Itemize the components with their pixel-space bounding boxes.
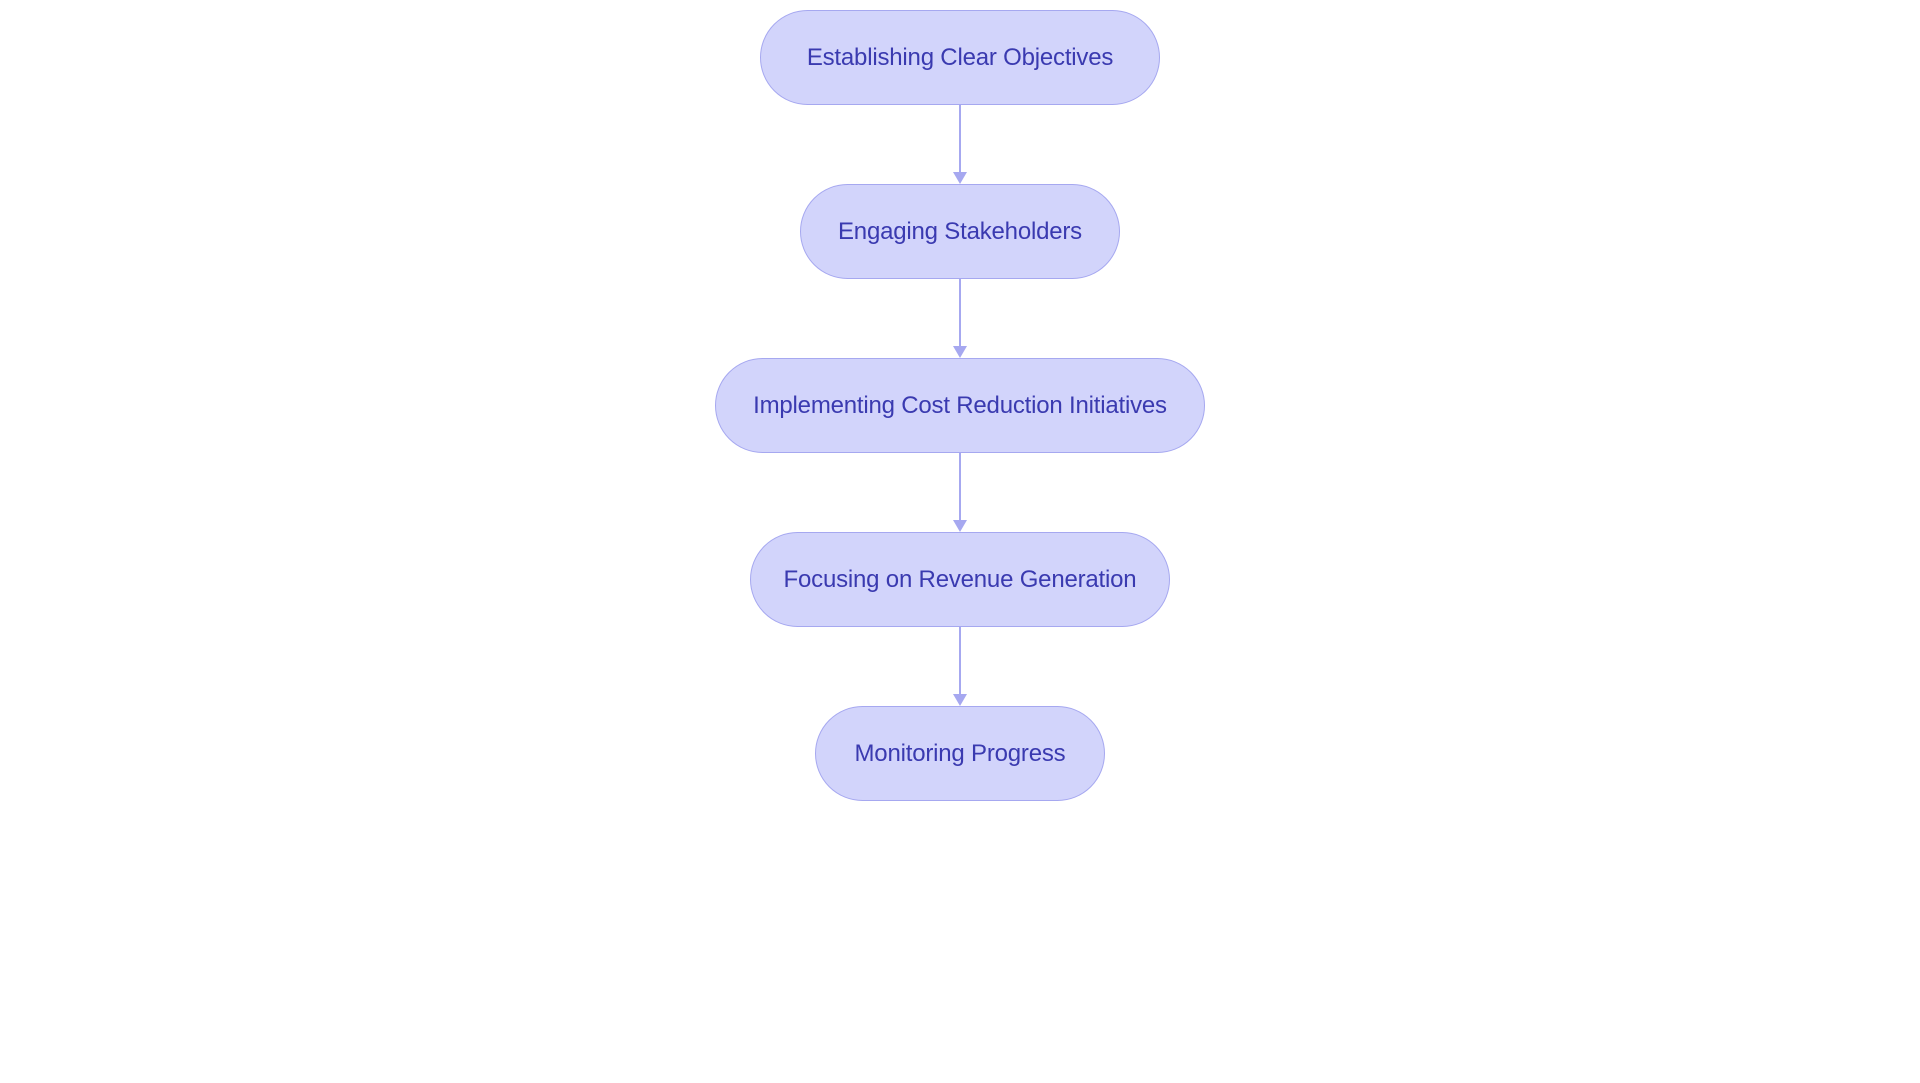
arrow-line — [959, 453, 961, 521]
node-label: Implementing Cost Reduction Initiatives — [753, 392, 1167, 420]
arrow-line — [959, 279, 961, 347]
flowchart-arrow — [953, 105, 967, 184]
arrow-line — [959, 627, 961, 695]
flowchart-arrow — [953, 627, 967, 706]
flowchart-node-1: Establishing Clear Objectives — [760, 10, 1160, 105]
flowchart-arrow — [953, 453, 967, 532]
flowchart-arrow — [953, 279, 967, 358]
flowchart-node-3: Implementing Cost Reduction Initiatives — [715, 358, 1205, 453]
arrow-head-icon — [953, 520, 967, 532]
arrow-head-icon — [953, 346, 967, 358]
node-label: Focusing on Revenue Generation — [784, 566, 1137, 594]
arrow-head-icon — [953, 172, 967, 184]
flowchart-container: Establishing Clear Objectives Engaging S… — [715, 10, 1205, 801]
node-label: Establishing Clear Objectives — [807, 44, 1113, 72]
arrow-head-icon — [953, 694, 967, 706]
flowchart-node-4: Focusing on Revenue Generation — [750, 532, 1170, 627]
node-label: Engaging Stakeholders — [838, 218, 1082, 246]
node-label: Monitoring Progress — [855, 740, 1066, 768]
flowchart-node-5: Monitoring Progress — [815, 706, 1105, 801]
flowchart-node-2: Engaging Stakeholders — [800, 184, 1120, 279]
arrow-line — [959, 105, 961, 173]
